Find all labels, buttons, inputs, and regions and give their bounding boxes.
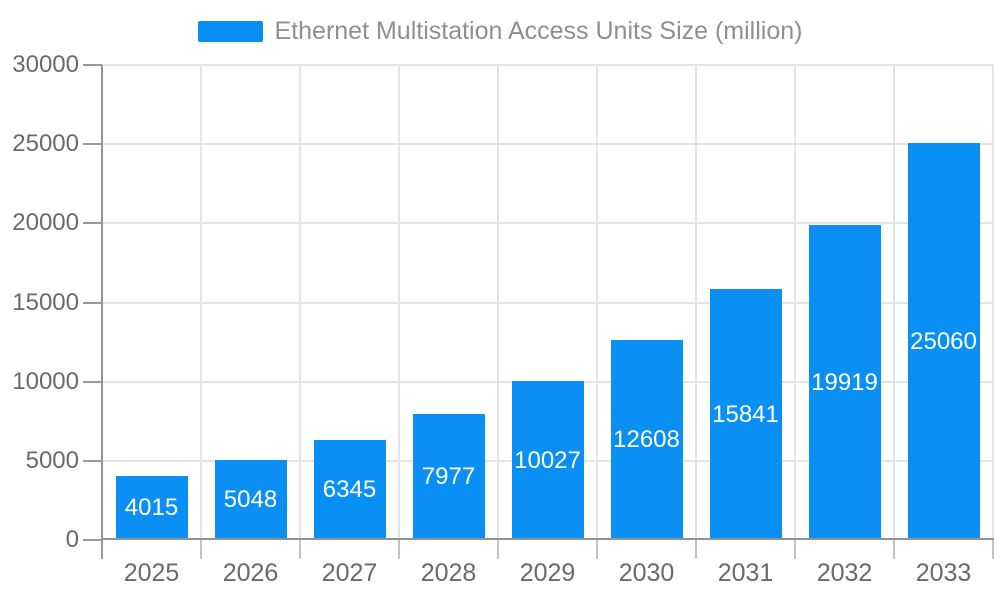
x-axis-label: 2028 — [420, 559, 477, 587]
bar-2030[interactable]: 12608 — [610, 340, 683, 540]
bar-2027[interactable]: 6345 — [313, 440, 386, 540]
legend-swatch[interactable] — [197, 21, 263, 42]
v-gridline — [398, 65, 400, 540]
x-axis-tick — [398, 540, 400, 559]
v-gridline — [794, 65, 796, 540]
x-axis-label: 2026 — [222, 559, 279, 587]
y-axis-tick — [83, 459, 102, 462]
x-axis-tick — [101, 540, 103, 559]
v-gridline — [497, 65, 499, 540]
x-axis-label: 2029 — [519, 559, 576, 587]
y-axis-tick — [83, 143, 102, 146]
x-axis-label: 2027 — [321, 559, 378, 587]
x-axis-tick — [695, 540, 697, 559]
y-axis-tick — [83, 64, 102, 66]
x-axis-tick — [794, 540, 796, 559]
v-gridline — [893, 65, 895, 540]
x-axis-label: 2025 — [123, 559, 180, 587]
x-axis-tick — [596, 540, 598, 559]
bar-value-label: 10027 — [514, 446, 581, 474]
plot-area: 4015 5048 6345 7977 10027 12608 15841 19919 2506… — [102, 64, 994, 540]
bar-value-label: 6345 — [322, 476, 377, 503]
y-axis-tick — [83, 301, 102, 304]
y-axis-label: 10000 — [12, 367, 79, 395]
v-gridline — [299, 65, 301, 540]
h-gridline — [102, 222, 993, 225]
y-axis-tick — [83, 539, 102, 541]
legend-item[interactable]: Ethernet Multistation Access Units Size … — [0, 18, 1000, 45]
v-gridline — [200, 65, 202, 540]
x-axis-label: 2031 — [717, 559, 774, 587]
bar-value-label: 25060 — [910, 327, 977, 355]
x-axis-tick — [299, 540, 301, 559]
y-axis-line — [101, 65, 103, 542]
bar-2033[interactable]: 25060 — [907, 143, 980, 540]
h-gridline — [102, 64, 993, 66]
bar-2025[interactable]: 4015 — [115, 476, 188, 540]
bar-value-label: 7977 — [421, 463, 476, 490]
bar-value-label: 15841 — [712, 400, 779, 428]
bar-2026[interactable]: 5048 — [214, 460, 287, 540]
bar-value-label: 19919 — [811, 368, 878, 396]
y-axis-label: 20000 — [12, 209, 79, 237]
bar-value-label: 12608 — [613, 426, 680, 453]
x-axis-label: 2030 — [618, 559, 675, 587]
x-axis-label: 2032 — [816, 559, 873, 587]
v-gridline — [596, 65, 598, 540]
bar-value-label: 5048 — [223, 486, 278, 513]
y-axis-label: 30000 — [12, 51, 79, 78]
y-axis-label: 5000 — [25, 446, 79, 474]
bar-2029[interactable]: 10027 — [511, 381, 584, 540]
x-axis-label: 2033 — [915, 559, 972, 587]
h-gridline — [102, 143, 993, 146]
h-gridline — [102, 301, 993, 304]
x-axis-tick — [200, 540, 202, 559]
v-gridline — [992, 65, 994, 540]
x-axis-line — [101, 538, 994, 540]
bar-2032[interactable]: 19919 — [808, 225, 881, 540]
y-axis-label: 0 — [65, 526, 79, 553]
y-axis-label: 15000 — [12, 288, 79, 316]
y-axis-label: 25000 — [12, 130, 79, 158]
x-axis-tick — [893, 540, 895, 559]
y-axis-tick — [83, 380, 102, 383]
bar-2031[interactable]: 15841 — [709, 289, 782, 540]
v-gridline — [695, 65, 697, 540]
y-axis-tick — [83, 222, 102, 225]
x-axis-tick — [992, 540, 994, 559]
x-axis-tick — [497, 540, 499, 559]
bar-value-label: 4015 — [124, 494, 179, 521]
legend-label: Ethernet Multistation Access Units Size … — [274, 17, 803, 45]
bar-2028[interactable]: 7977 — [412, 414, 485, 540]
